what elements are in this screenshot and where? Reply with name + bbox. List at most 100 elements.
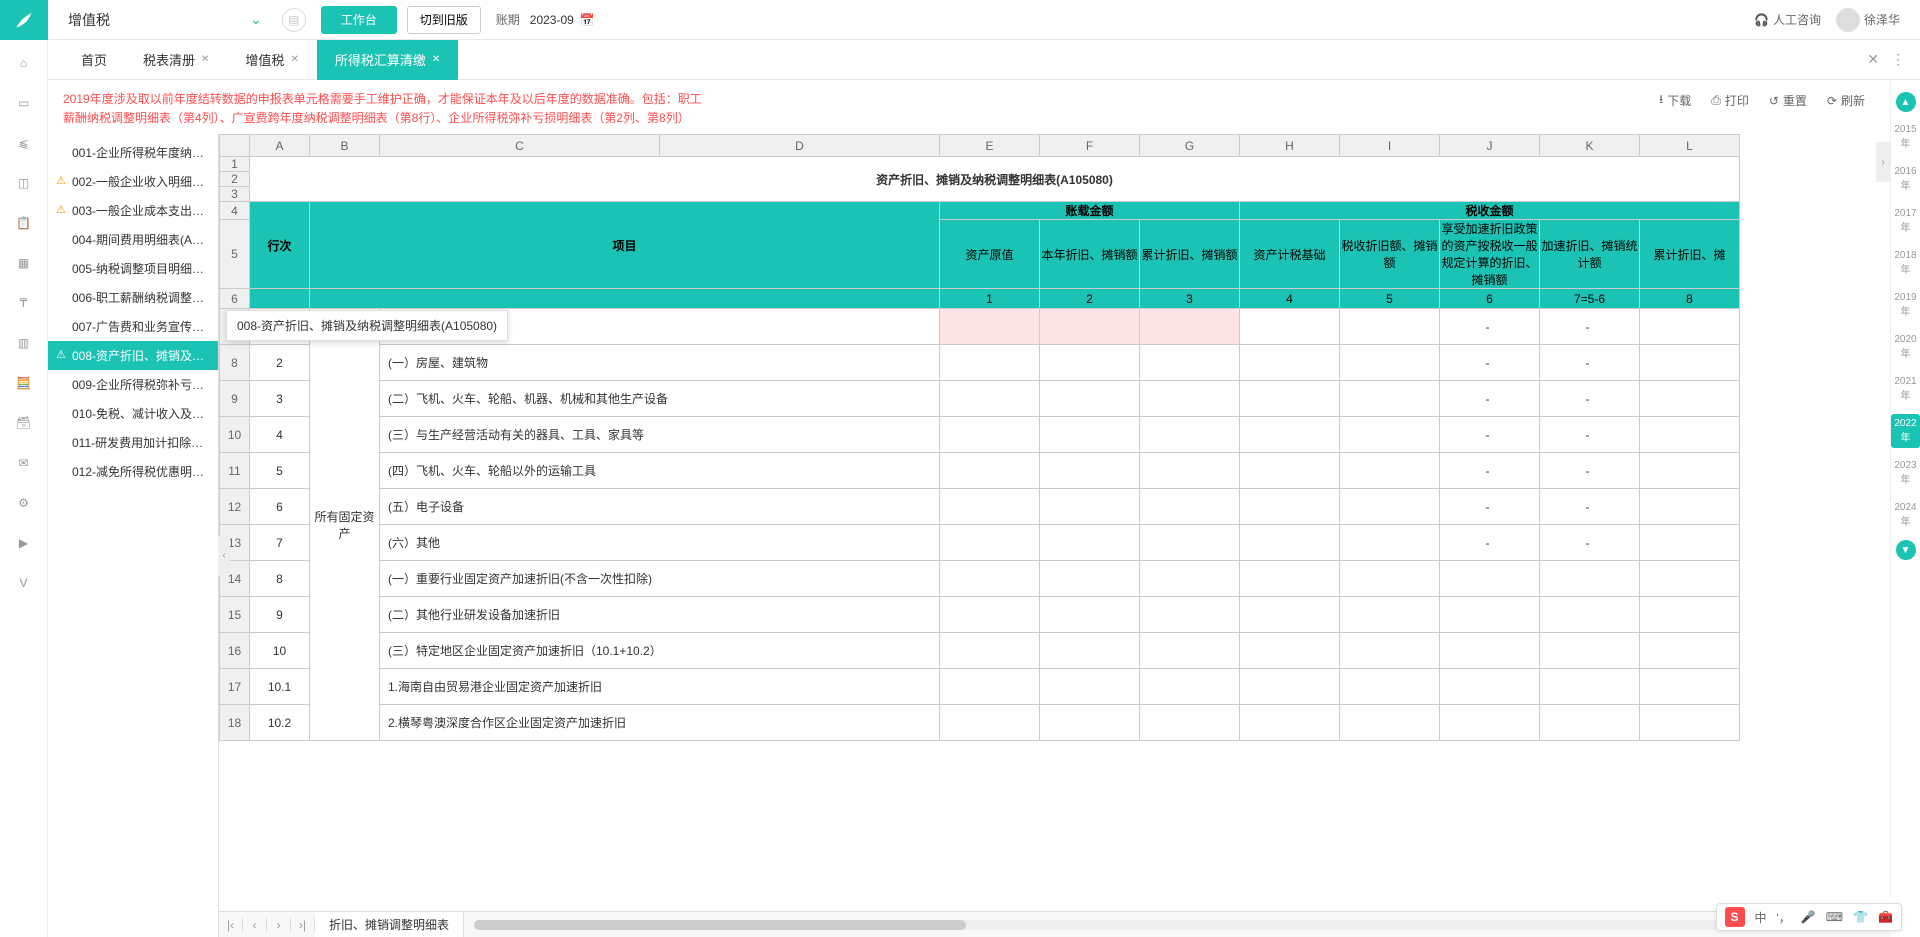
data-cell[interactable] — [1040, 525, 1140, 561]
year-item[interactable]: 2019年 — [1891, 284, 1920, 326]
data-cell[interactable] — [940, 381, 1040, 417]
ime-keyboard-icon[interactable]: ⌨ — [1826, 910, 1843, 924]
calc-icon[interactable]: ▥ — [13, 332, 35, 354]
ime-toolbar[interactable]: S 中 '， 🎤 ⌨ 👕 🧰 — [1716, 903, 1903, 931]
chart-icon[interactable]: ⫹ — [13, 132, 35, 154]
data-cell[interactable] — [1040, 489, 1140, 525]
data-cell[interactable] — [1340, 309, 1440, 345]
form-list-item[interactable]: 007-广告费和业务宣传费跨... — [48, 312, 218, 341]
print-button[interactable]: ⎙打印 — [1711, 90, 1749, 111]
year-item[interactable]: 2022年 — [1891, 414, 1920, 448]
wallet-icon[interactable]: ◫ — [13, 172, 35, 194]
data-cell[interactable] — [1340, 633, 1440, 669]
collapse-panel-handle[interactable]: ‹ — [218, 536, 230, 576]
data-cell[interactable] — [1440, 669, 1540, 705]
data-cell[interactable]: - — [1440, 453, 1540, 489]
data-cell[interactable] — [1640, 669, 1740, 705]
row-header[interactable]: 2 — [220, 172, 250, 187]
item-cell[interactable]: (三）特定地区企业固定资产加速折旧（10.1+10.2） — [380, 633, 940, 669]
data-cell[interactable]: - — [1440, 417, 1540, 453]
row-header[interactable]: 5 — [220, 220, 250, 289]
data-cell[interactable] — [1640, 561, 1740, 597]
data-cell[interactable] — [940, 345, 1040, 381]
data-cell[interactable] — [1640, 705, 1740, 741]
settings-icon[interactable]: ⚙ — [13, 492, 35, 514]
year-item[interactable]: 2021年 — [1891, 368, 1920, 410]
data-cell[interactable] — [1240, 345, 1340, 381]
data-cell[interactable] — [1040, 561, 1140, 597]
data-cell[interactable]: - — [1440, 525, 1540, 561]
ime-lang[interactable]: 中 — [1755, 909, 1767, 926]
row-number-cell[interactable]: 6 — [250, 489, 310, 525]
sheet-next-icon[interactable]: › — [267, 918, 291, 932]
data-cell[interactable] — [1140, 309, 1240, 345]
page-tab[interactable]: 税表清册✕ — [125, 40, 227, 80]
data-cell[interactable] — [1340, 345, 1440, 381]
data-cell[interactable] — [1240, 417, 1340, 453]
data-cell[interactable] — [1540, 669, 1640, 705]
data-cell[interactable] — [1140, 525, 1240, 561]
data-cell[interactable] — [940, 417, 1040, 453]
data-cell[interactable]: - — [1540, 453, 1640, 489]
data-cell[interactable] — [1640, 309, 1740, 345]
calendar-icon[interactable]: 📅 — [580, 13, 595, 27]
sheet-prev-icon[interactable]: ‹ — [243, 918, 267, 932]
download-button[interactable]: ⭳下载 — [1659, 90, 1691, 111]
ime-punct-icon[interactable]: '， — [1777, 909, 1791, 926]
col-header[interactable]: I — [1340, 135, 1440, 157]
year-item[interactable]: 2020年 — [1891, 326, 1920, 368]
sheet-first-icon[interactable]: |‹ — [219, 918, 243, 932]
form-list-item[interactable]: 006-职工薪酬纳税调整明细... — [48, 283, 218, 312]
expand-sheet-handle[interactable]: › — [1876, 142, 1890, 182]
tax-type-dropdown[interactable]: 增值税 ⌄ — [68, 10, 262, 30]
data-cell[interactable] — [1240, 669, 1340, 705]
home-icon[interactable]: ⌂ — [13, 52, 35, 74]
data-cell[interactable] — [1340, 597, 1440, 633]
row-header[interactable]: 10 — [220, 417, 250, 453]
data-cell[interactable] — [1440, 561, 1540, 597]
item-cell[interactable]: (二）其他行业研发设备加速折旧 — [380, 597, 940, 633]
item-cell[interactable]: (四）飞机、火车、轮船以外的运输工具 — [380, 453, 940, 489]
ime-skin-icon[interactable]: 👕 — [1853, 910, 1868, 924]
more-tabs-icon[interactable]: ⋮ — [1891, 51, 1905, 68]
data-cell[interactable] — [1040, 381, 1140, 417]
year-item[interactable]: 2016年 — [1891, 158, 1920, 200]
data-cell[interactable] — [1040, 669, 1140, 705]
row-header[interactable]: 9 — [220, 381, 250, 417]
clipboard-icon[interactable]: 📋 — [13, 212, 35, 234]
row-header[interactable]: 4 — [220, 202, 250, 220]
settle-icon[interactable]: 🧮 — [13, 372, 35, 394]
year-down-icon[interactable]: ▼ — [1896, 540, 1916, 560]
data-cell[interactable] — [1540, 597, 1640, 633]
data-cell[interactable] — [1140, 597, 1240, 633]
item-cell[interactable]: (一）重要行业固定资产加速折旧(不含一次性扣除) — [380, 561, 940, 597]
card-icon[interactable]: ▭ — [13, 92, 35, 114]
data-cell[interactable] — [1140, 633, 1240, 669]
h-scroll-thumb[interactable] — [474, 920, 966, 930]
data-cell[interactable] — [1140, 381, 1240, 417]
report-icon[interactable]: ▦ — [13, 252, 35, 274]
year-item[interactable]: 2023年 — [1891, 452, 1920, 494]
data-cell[interactable] — [1340, 525, 1440, 561]
sheet-scroll[interactable]: ABCDEFGHIJKL1资产折旧、摊销及纳税调整明细表(A105080)234… — [219, 134, 1890, 911]
data-cell[interactable] — [940, 633, 1040, 669]
col-header[interactable]: A — [250, 135, 310, 157]
col-header[interactable]: F — [1040, 135, 1140, 157]
row-number-cell[interactable]: 5 — [250, 453, 310, 489]
ime-mic-icon[interactable]: 🎤 — [1801, 910, 1816, 924]
data-cell[interactable]: - — [1440, 489, 1540, 525]
data-cell[interactable]: - — [1540, 381, 1640, 417]
row-number-cell[interactable]: 8 — [250, 561, 310, 597]
ime-toolbox-icon[interactable]: 🧰 — [1878, 910, 1893, 924]
form-list-item[interactable]: ⚠003-一般企业成本支出明细... — [48, 196, 218, 225]
workspace-button[interactable]: 工作台 — [321, 6, 397, 34]
data-cell[interactable] — [940, 669, 1040, 705]
data-cell[interactable] — [940, 489, 1040, 525]
data-cell[interactable] — [1040, 453, 1140, 489]
data-cell[interactable] — [1340, 453, 1440, 489]
data-cell[interactable]: - — [1540, 489, 1640, 525]
data-cell[interactable]: - — [1540, 309, 1640, 345]
row-number-cell[interactable]: 10.2 — [250, 705, 310, 741]
data-cell[interactable] — [1440, 705, 1540, 741]
item-cell[interactable]: (三）与生产经营活动有关的器具、工具、家具等 — [380, 417, 940, 453]
